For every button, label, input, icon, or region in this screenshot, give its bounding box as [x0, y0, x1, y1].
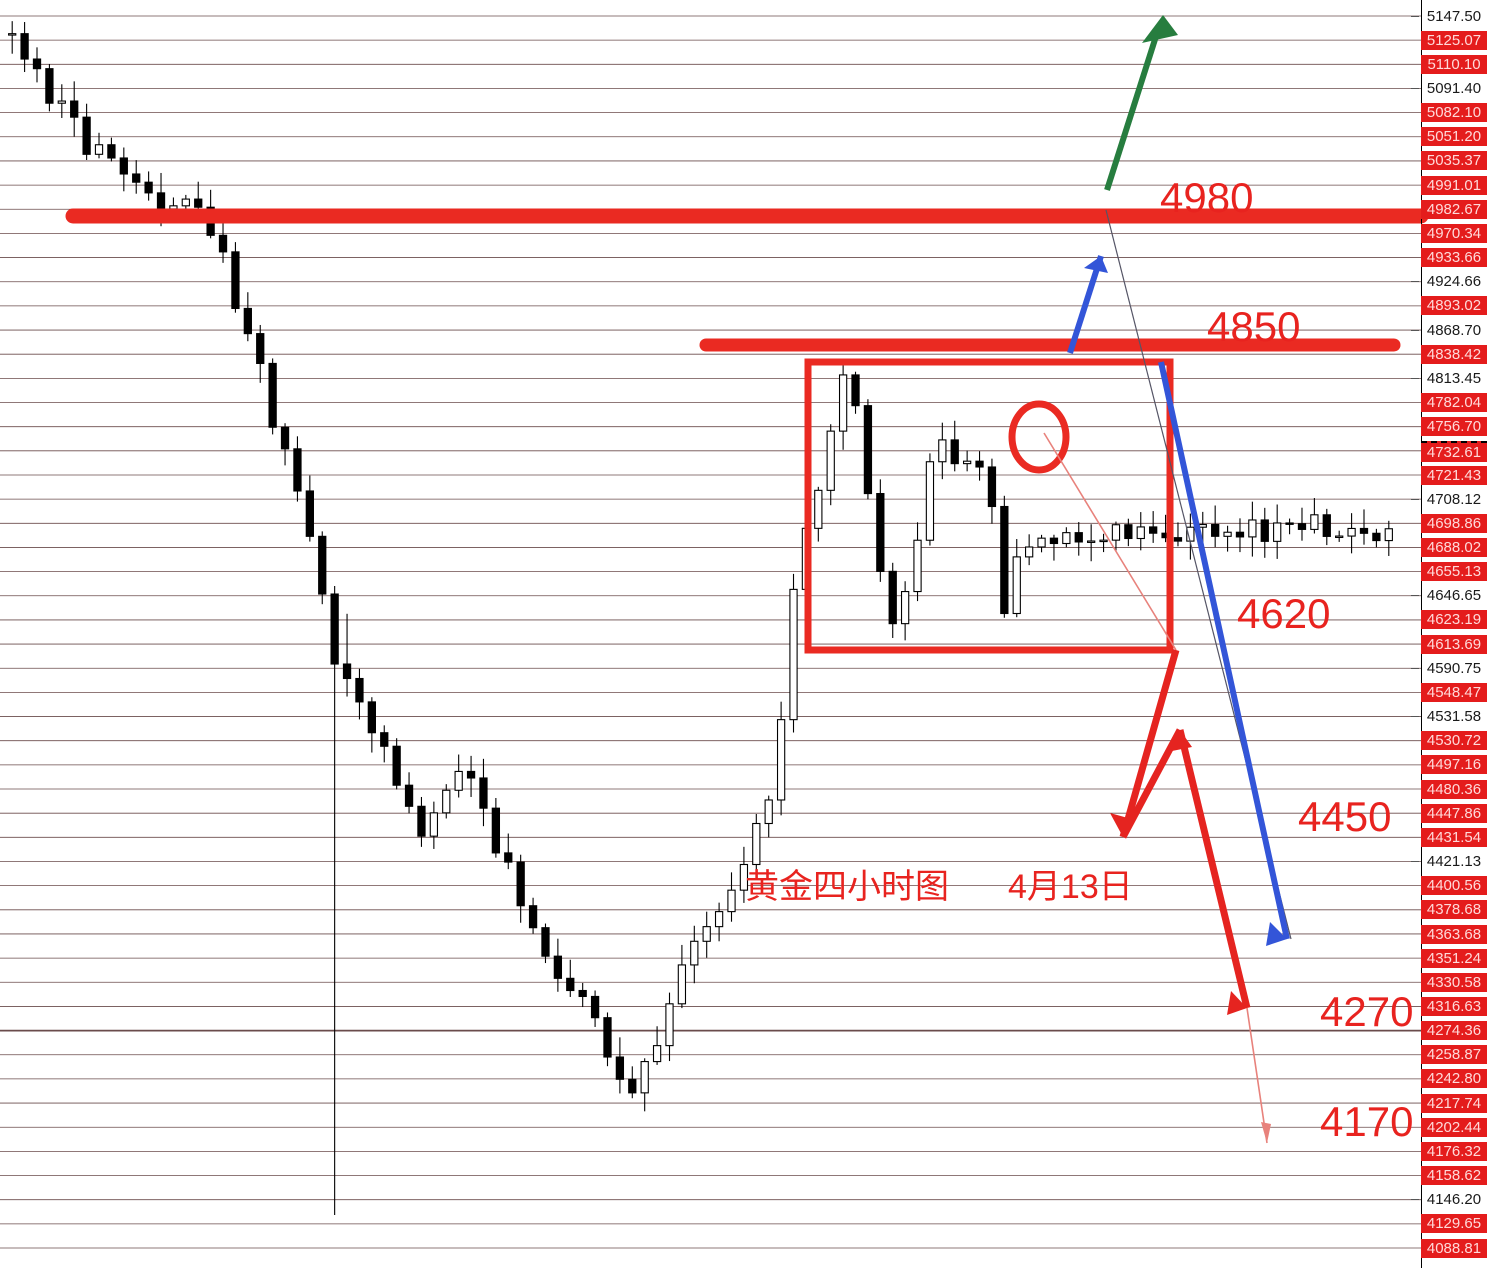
svg-text:4450: 4450	[1298, 793, 1391, 840]
svg-text:4270: 4270	[1320, 988, 1413, 1035]
svg-text:4850: 4850	[1207, 303, 1300, 350]
svg-text:4170: 4170	[1320, 1098, 1413, 1145]
svg-text:4620: 4620	[1237, 590, 1330, 637]
svg-text:黄金四小时图: 黄金四小时图	[745, 868, 949, 906]
svg-text:4月13日: 4月13日	[1008, 868, 1133, 906]
svg-text:4980: 4980	[1160, 174, 1253, 221]
